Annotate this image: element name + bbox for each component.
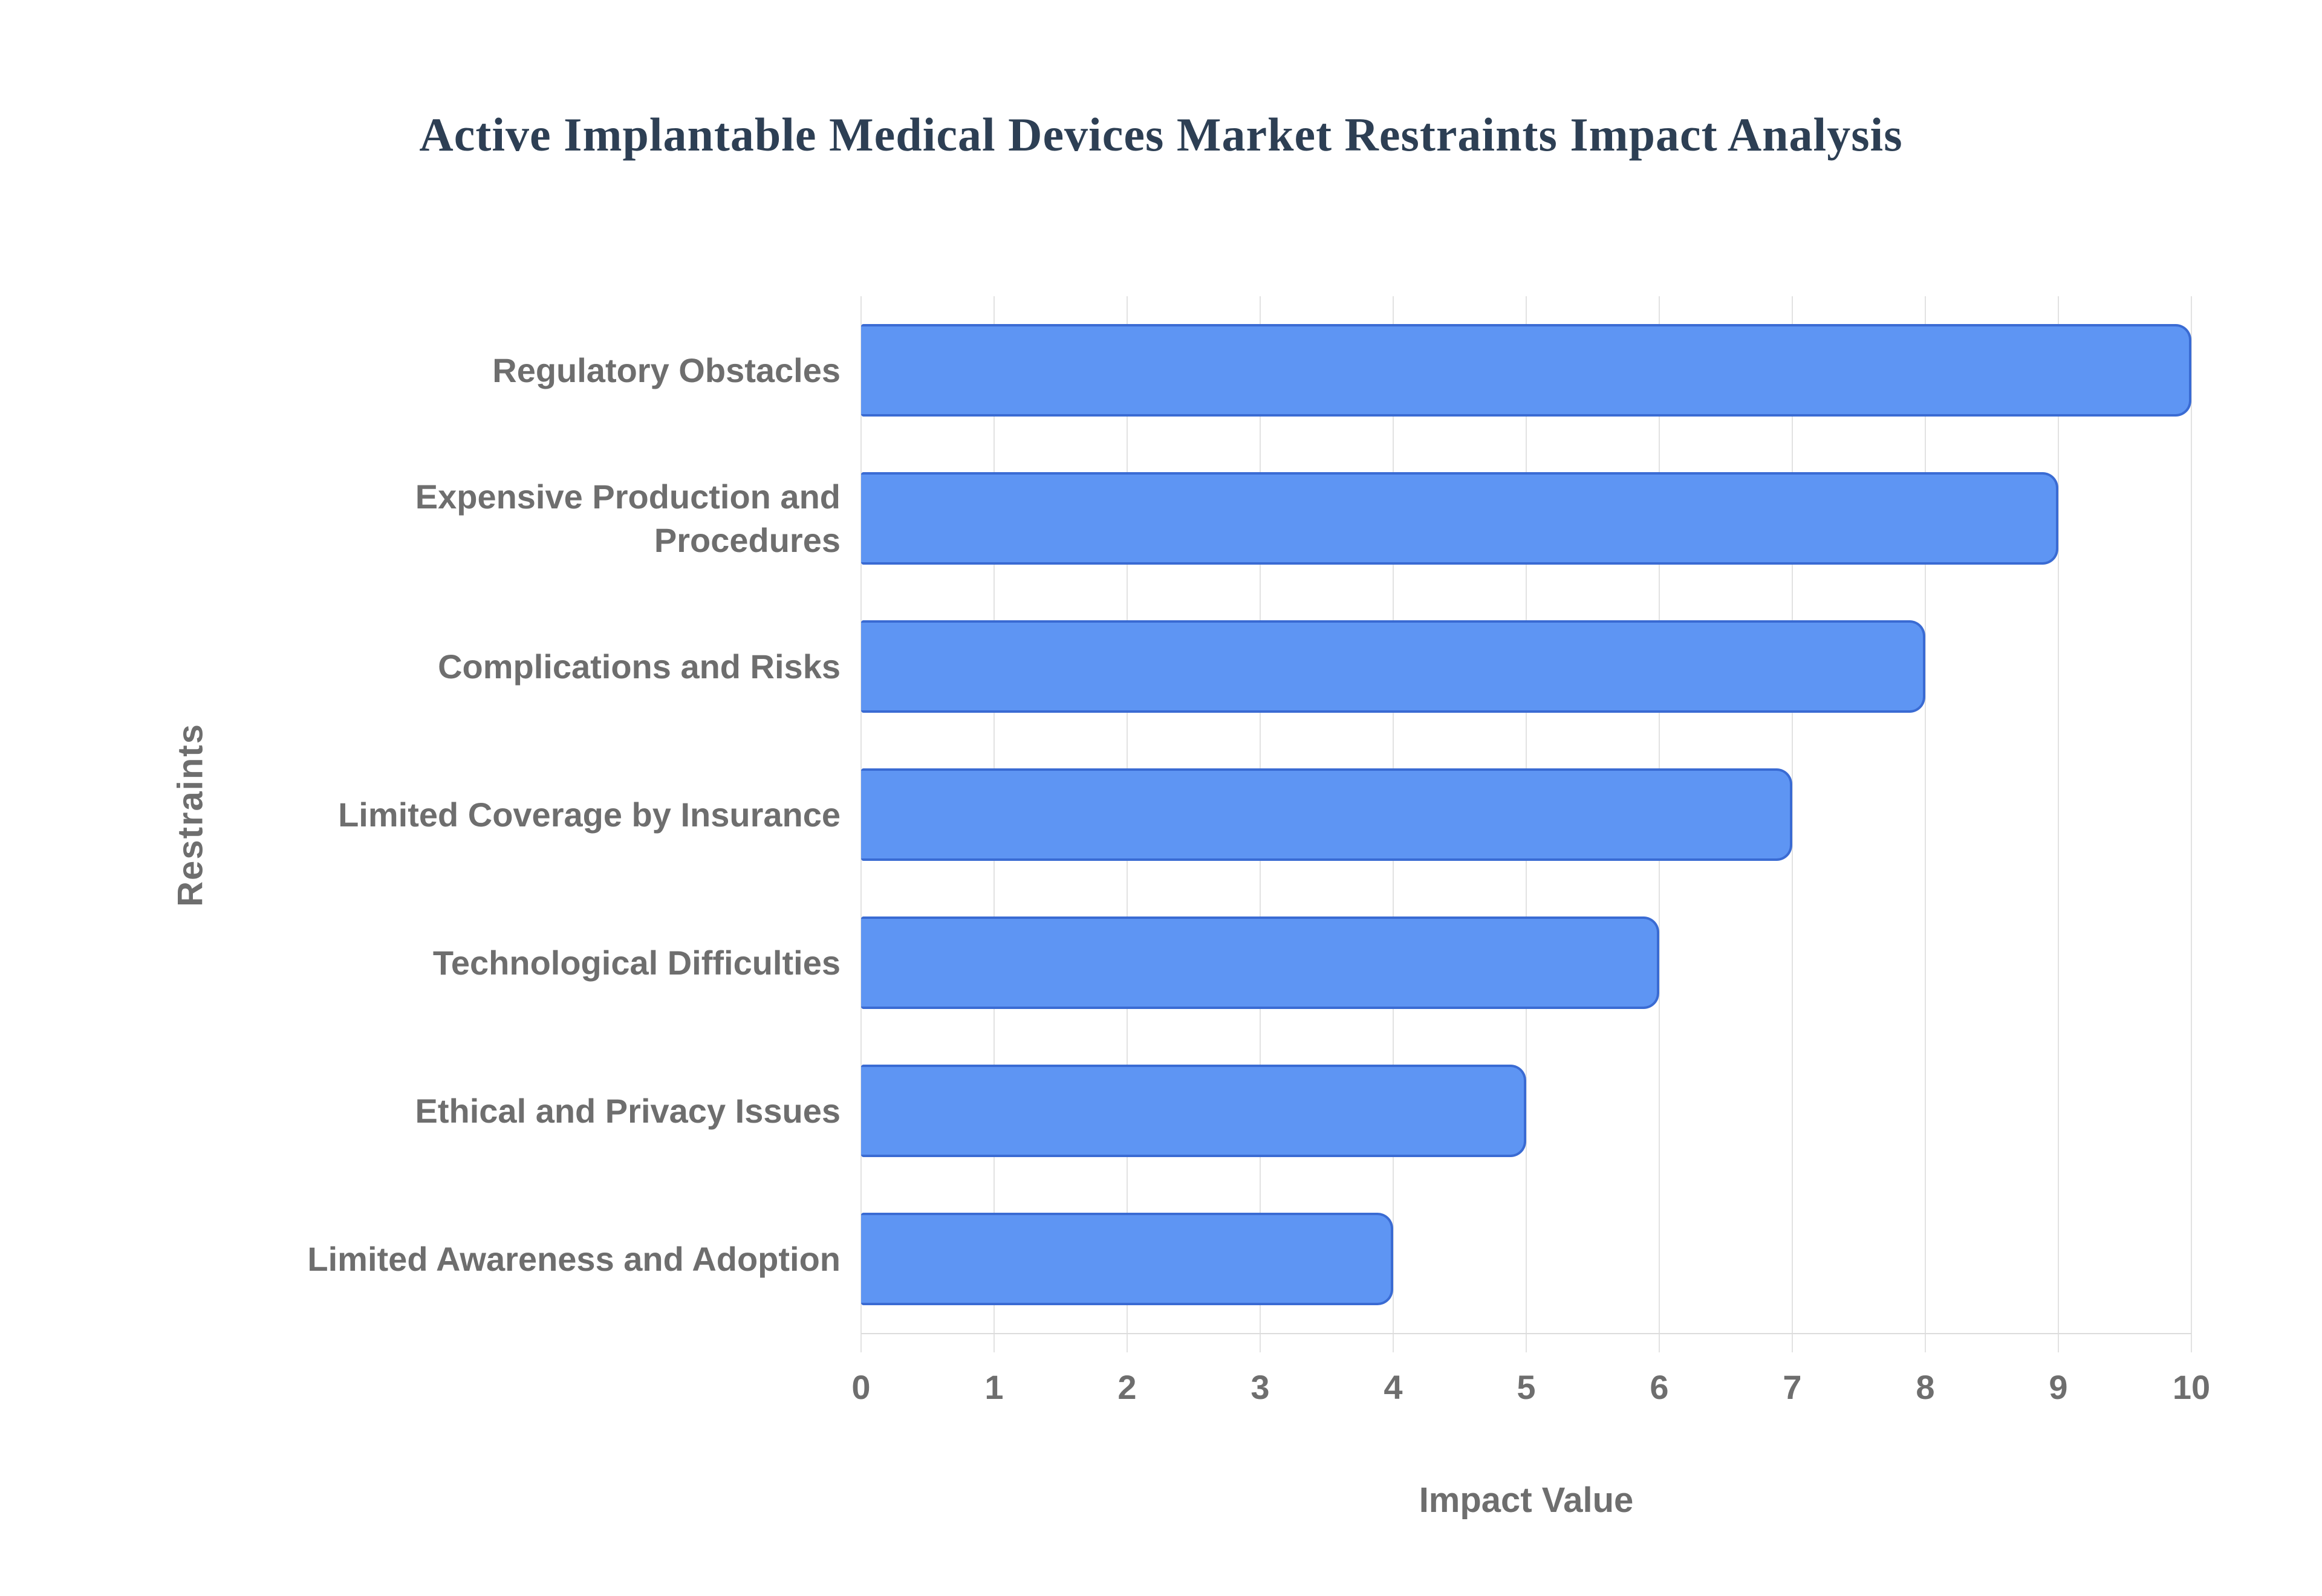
gridline [1925,296,1926,1352]
x-tick-label: 9 [2049,1368,2068,1406]
x-tick-label: 3 [1250,1368,1270,1406]
x-tick-label: 10 [2172,1368,2211,1406]
plot-area [860,296,2192,1352]
category-label: Regulatory Obstacles [492,351,841,389]
x-axis-title: Impact Value [1419,1481,1634,1520]
x-tick-label: 5 [1517,1368,1536,1406]
y-tick-labels: Regulatory Obstacles Expensive Production… [236,296,841,1333]
category-label: Technological Difficulties [432,943,841,982]
bar-0 [861,324,2191,417]
bar-6 [861,1213,1393,1305]
category-label: Limited Coverage by Insurance [338,795,841,834]
x-tick-labels: 0 1 2 3 4 5 6 7 8 9 10 [851,1367,2210,1416]
bar-4 [861,916,1659,1009]
category-label: Limited Awareness and Adoption [307,1239,841,1278]
x-tick-label: 1 [984,1368,1004,1406]
x-tick-label: 0 [851,1368,871,1406]
gridline [1792,296,1793,1352]
bar-3 [861,768,1792,861]
category-label: Complications and Risks [438,647,841,686]
chart-title: Active Implantable Medical Devices Marke… [419,108,1903,161]
gridline [2191,296,2192,1352]
bar-2 [861,620,1925,713]
x-tick-label: 8 [1916,1368,1935,1406]
y-axis-title-text: Restraints [171,723,210,907]
bar-5 [861,1065,1526,1157]
x-tick-label: 4 [1384,1368,1403,1406]
x-tick-label: 6 [1650,1368,1669,1406]
gridline [2058,296,2059,1352]
bar-1 [861,472,2058,565]
x-axis-line [861,1333,2191,1334]
category-label: Ethical and Privacy Issues [415,1091,841,1130]
x-tick-label: 2 [1117,1368,1137,1406]
x-tick-label: 7 [1783,1368,1802,1406]
category-label: Expensive Production and Procedures [415,477,841,559]
